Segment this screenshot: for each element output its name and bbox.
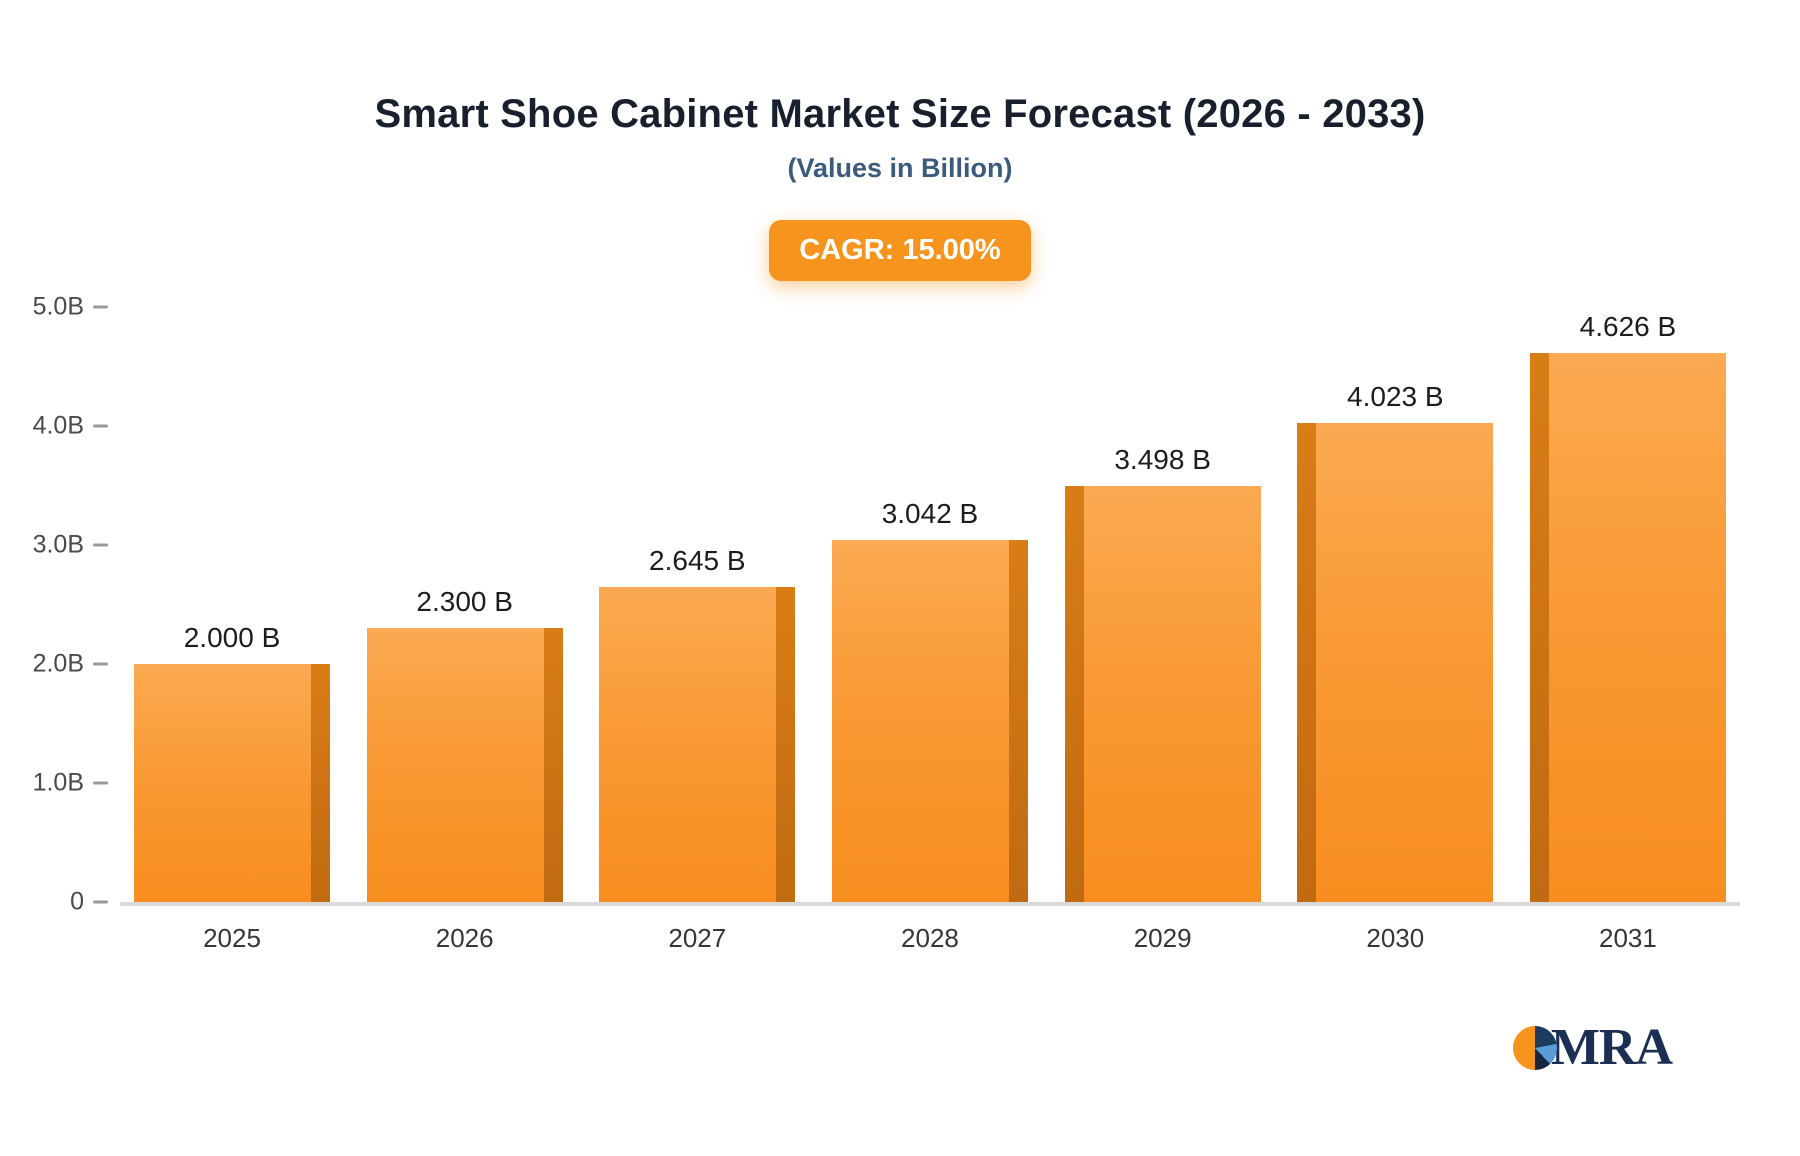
y-axis-tick-label: 5.0B (32, 292, 84, 321)
bar-3d-side (1529, 353, 1549, 902)
y-axis-tick-mark (93, 424, 108, 428)
chart-title: Smart Shoe Cabinet Market Size Forecast … (374, 92, 1426, 136)
bar-value-label: 3.498 B (1114, 444, 1211, 475)
y-axis-tick: 3.0B (0, 531, 108, 560)
bar-group-2026: 2.300 B 2026 (366, 311, 563, 953)
x-axis-label: 2029 (1133, 923, 1192, 953)
mra-logo-text: MRA (1550, 1019, 1673, 1076)
bar-2026 (366, 628, 563, 902)
x-axis-label: 2025 (203, 923, 261, 953)
bar-group-2027: 2.645 B 2027 (599, 311, 796, 953)
bar-value-label: 3.042 B (881, 498, 979, 529)
bar-2030 (1297, 423, 1494, 902)
y-axis-tick: 4.0B (0, 412, 108, 441)
y-axis-tick-mark (93, 900, 108, 904)
bar-3d-side (1008, 540, 1028, 902)
x-axis-label: 2030 (1366, 923, 1425, 953)
bar-group-2029: 3.498 B 2029 (1064, 311, 1261, 953)
y-axis-tick-mark (93, 662, 108, 666)
bar-group-2028: 3.042 B 2028 (831, 311, 1028, 953)
y-axis-tick: 2.0B (0, 650, 108, 679)
chart-subtitle: (Values in Billion) (787, 153, 1013, 183)
badge-row: CAGR: 15.00% (0, 220, 1800, 281)
y-axis-tick-label: 0 (70, 887, 84, 916)
bar-value-label: 4.626 B (1579, 311, 1677, 342)
y-axis-tick-label: 4.0B (32, 411, 84, 440)
y-axis-tick-label: 2.0B (32, 649, 84, 678)
mra-logo: MRA (1512, 1019, 1673, 1076)
bar-2028 (831, 540, 1028, 902)
y-axis-tick-mark (93, 543, 108, 547)
y-axis-tick-label: 3.0B (32, 530, 84, 559)
x-axis-label: 2027 (668, 923, 727, 953)
x-axis-label: 2031 (1599, 923, 1657, 953)
y-axis-tick-mark (93, 781, 108, 785)
cagr-badge: CAGR: 15.00% (769, 220, 1031, 281)
bar-value-label: 2.300 B (416, 586, 513, 617)
bar-3d-side (776, 587, 796, 902)
bar-group-2031: 4.626 B 2031 (1529, 311, 1726, 953)
bar-3d-side (1297, 423, 1317, 902)
bar-value-label: 4.023 B (1347, 381, 1444, 412)
bar-2031 (1529, 353, 1726, 902)
mra-logo-pie-icon (1512, 1026, 1557, 1070)
y-axis-tick-label: 1.0B (32, 768, 84, 797)
y-axis-tick-mark (93, 305, 108, 309)
bar-value-label: 2.000 B (183, 622, 281, 653)
x-axis-label: 2026 (435, 923, 494, 953)
bar-3d-side (1064, 486, 1084, 902)
bar-value-label: 2.645 B (649, 545, 746, 576)
y-axis-tick: 1.0B (0, 769, 108, 798)
bar-3d-side (311, 664, 330, 902)
bar-2027 (599, 587, 796, 902)
bar-3d-side (543, 628, 563, 902)
x-axis-label: 2028 (901, 923, 959, 953)
bar-group-2030: 4.023 B 2030 (1297, 311, 1494, 953)
bar-2025 (134, 664, 330, 902)
bar-group-2025: 2.000 B 2025 (134, 311, 330, 953)
y-axis-tick: 0 (0, 888, 108, 917)
bar-2029 (1064, 486, 1261, 902)
y-axis-tick: 5.0B (0, 293, 108, 322)
